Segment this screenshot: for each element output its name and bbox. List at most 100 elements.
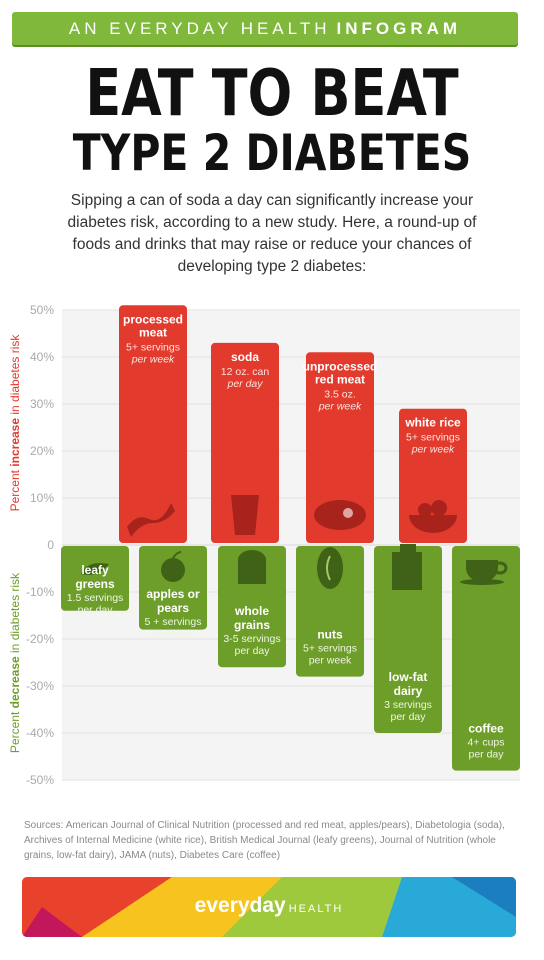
header-banner: AN EVERYDAY HEALTH INFOGRAM: [12, 12, 518, 45]
axis-title-bold: decrease: [8, 656, 22, 708]
bar-frequency: per day: [390, 711, 426, 723]
bar-label: low-fat: [389, 670, 428, 684]
bar-label: apples or: [146, 587, 200, 601]
almond-icon-line: [326, 555, 331, 581]
bar-label: white rice: [404, 416, 461, 430]
y-tick-label: -50%: [26, 773, 54, 787]
bar-amount: 5 + servings: [145, 616, 202, 628]
glass-icon: [231, 495, 259, 535]
banner-bold: INFOGRAM: [336, 19, 462, 38]
coffee-cup-icon-saucer: [460, 579, 504, 585]
bar-rect: [218, 546, 286, 668]
y-tick-label: 40%: [30, 350, 54, 364]
bar-label: nuts: [317, 628, 343, 642]
y-tick-label: -10%: [26, 585, 54, 599]
bacon-icon: [127, 503, 175, 537]
y-tick-label: 20%: [30, 444, 54, 458]
bar-amount: 5+ servings: [126, 341, 180, 353]
bar-frequency: per week: [411, 444, 455, 456]
bar-frequency: per week: [318, 400, 362, 412]
steak-icon-bone: [343, 508, 353, 518]
bar-frequency: per day: [468, 749, 504, 761]
bar-rect: [452, 546, 520, 771]
bar-rect: [399, 408, 467, 543]
title-line-2: TYPE 2 DIABETES: [72, 124, 472, 182]
axis-title-post: in diabetes risk: [8, 572, 22, 656]
apple-icon-stem: [172, 551, 182, 559]
y-axis-title-increase: Percent increase in diabetes risk: [8, 334, 22, 512]
bar-frequency: per day: [226, 378, 263, 390]
bar-frequency: per week: [152, 628, 195, 640]
y-tick-label: -40%: [26, 726, 54, 740]
bar-label: leafy: [81, 563, 109, 577]
bar-amount: 12 oz. can: [221, 366, 270, 378]
bar-label: coffee: [468, 722, 504, 736]
y-tick-label: -30%: [26, 679, 54, 693]
bar-label: meat: [139, 325, 167, 339]
milk-jug-icon: [392, 544, 422, 590]
rice-bowl-icon-rice: [431, 500, 447, 516]
axis-title-pre: Percent: [8, 467, 22, 512]
y-tick-label: 10%: [30, 491, 54, 505]
bar-frequency: per week: [131, 353, 175, 365]
bar-rect: [139, 546, 207, 630]
intro-text: Sipping a can of soda a day can signific…: [67, 192, 477, 275]
y-tick-label: 30%: [30, 397, 54, 411]
rice-bowl-icon: [409, 515, 457, 533]
leaf-icon: [81, 563, 109, 575]
bar-rect: [296, 546, 364, 677]
bar-amount: 1.5 servings: [67, 592, 124, 604]
y-tick-label: 50%: [30, 303, 54, 317]
bar-rect: [61, 546, 129, 611]
bar-label: greens: [75, 577, 115, 591]
banner-text: AN EVERYDAY HEALTH INFOGRAM: [12, 12, 518, 45]
rice-bowl-icon-rice: [418, 503, 432, 517]
axis-title-post: in diabetes risk: [8, 334, 22, 418]
axis-title-bold: increase: [8, 418, 22, 467]
footer-suffix: HEALTH: [288, 903, 344, 915]
sources-text: Sources: American Journal of Clinical Nu…: [24, 820, 505, 861]
footer-banner: everyday HEALTH: [22, 877, 516, 937]
bar-label: unprocessed: [303, 359, 378, 373]
steak-icon: [314, 500, 366, 530]
bread-icon: [238, 550, 266, 584]
bar-amount: 3 servings: [384, 699, 432, 711]
y-tick-label: 0: [47, 538, 54, 552]
title-line-1: EAT TO BEAT: [85, 57, 459, 131]
bar-label: whole: [234, 604, 269, 618]
bar-label: dairy: [394, 684, 423, 698]
bar-amount: 5+ servings: [303, 643, 357, 655]
apple-icon: [161, 558, 185, 582]
axis-title-pre: Percent: [8, 708, 22, 753]
coffee-cup-icon: [466, 560, 498, 582]
bar-label: red meat: [315, 372, 365, 386]
bar-label: processed: [123, 312, 183, 326]
bar-label: pears: [157, 601, 189, 615]
bar-frequency: per day: [77, 604, 113, 616]
y-tick-label: -20%: [26, 632, 54, 646]
bar-rect: [374, 546, 442, 733]
diabetes-risk-chart: 50% 40% 30% 20% 10% 0 -10% -20% -30% -40% -50% Perc…: [8, 303, 520, 787]
bar-frequency: per day: [234, 645, 270, 657]
y-axis-title-decrease: Percent decrease in diabetes risk: [8, 572, 22, 753]
bar-amount: 4+ cups: [467, 737, 504, 749]
bar-rect: [306, 352, 374, 543]
bar-amount: 3-5 servings: [223, 633, 280, 645]
footer-brand: everyday: [194, 894, 286, 917]
coffee-cup-icon-handle: [492, 561, 508, 575]
bar-label: soda: [231, 350, 259, 364]
bar-amount: 5+ servings: [406, 432, 460, 444]
footer-background: [22, 877, 516, 937]
bar-rect: [119, 305, 187, 543]
footer-logo: everyday HEALTH: [22, 894, 516, 918]
